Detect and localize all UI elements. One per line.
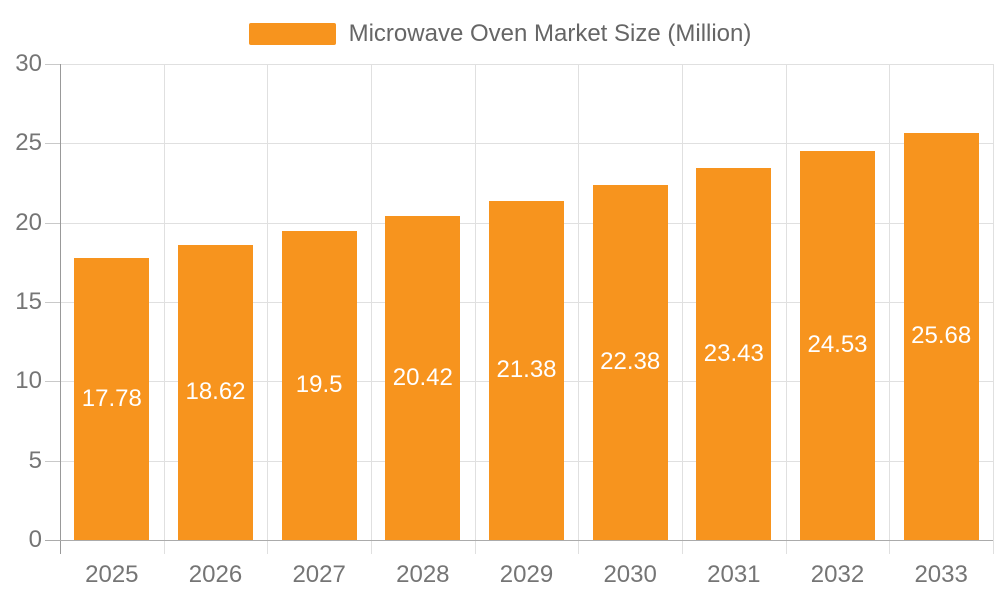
bar-2025[interactable]: 17.78 [74,257,150,540]
y-axis-tick [45,381,60,383]
gridline-vertical [993,64,994,554]
y-axis-tick-label: 15 [15,288,42,315]
gridline-vertical [267,64,269,554]
chart-legend: Microwave Oven Market Size (Million) [0,20,1000,48]
y-axis-tick-label: 10 [15,367,42,395]
gridline-vertical [785,64,787,554]
bar-2031[interactable]: 23.43 [696,168,772,540]
y-axis-tick [45,460,60,462]
gridline-vertical [682,64,683,554]
x-axis-line [45,540,993,541]
bar-value-label: 24.53 [807,331,868,359]
bar-value-label: 23.43 [703,340,764,368]
x-axis-tick-label: 2025 [85,561,139,588]
y-axis-tick [45,302,60,303]
gridline-vertical [474,64,476,554]
bar-value-label: 20.42 [392,364,453,391]
bar-value-label: 18.62 [185,378,246,406]
y-axis-tick-label: 20 [15,208,42,236]
x-axis-tick-label: 2026 [188,561,243,588]
bar-2027[interactable]: 19.5 [281,230,357,540]
x-axis-tick-label: 2029 [499,561,554,588]
bar-value-label: 25.68 [911,322,972,350]
bar-value-label: 21.38 [496,356,557,384]
y-axis-tick-label: 30 [15,50,42,77]
legend-label: Microwave Oven Market Size (Million) [348,20,752,47]
bar-2033[interactable]: 25.68 [903,132,979,540]
legend-item[interactable]: Microwave Oven Market Size (Million) [248,20,752,48]
plot-area: 17.78 18.62 19.5 20.42 21.38 22.38 23.43 24.53 2… [60,64,994,554]
bar-2029[interactable]: 21.38 [489,200,564,540]
gridline-horizontal [60,143,993,145]
bar-2030[interactable]: 22.38 [592,184,668,540]
bar-value-label: 19.5 [295,371,343,399]
bar-2028[interactable]: 20.42 [385,216,461,540]
gridline-vertical [371,64,372,554]
y-axis-tick-label: 25 [15,129,42,157]
y-axis-tick-label: 0 [28,526,42,553]
y-axis-tick-label: 5 [28,446,42,474]
y-axis-tick [45,222,60,224]
y-axis-line [60,64,61,554]
bar-value-label: 22.38 [600,348,661,376]
x-axis-tick-label: 2033 [914,561,968,588]
x-axis-tick-label: 2027 [292,561,346,588]
x-axis-tick-label: 2032 [810,561,865,588]
bar-2026[interactable]: 18.62 [178,244,253,540]
gridline-horizontal [60,64,993,65]
legend-swatch-icon [248,23,336,45]
bar-value-label: 17.78 [81,384,142,412]
x-axis-tick-label: 2031 [707,561,761,588]
y-axis-tick [45,143,60,145]
gridline-vertical [163,64,165,554]
y-axis-tick [45,64,60,65]
bar-2032[interactable]: 24.53 [800,150,875,540]
x-axis-tick-label: 2030 [603,561,657,588]
gridline-vertical [889,64,891,554]
gridline-vertical [578,64,580,554]
x-axis-tick-label: 2028 [396,561,450,588]
